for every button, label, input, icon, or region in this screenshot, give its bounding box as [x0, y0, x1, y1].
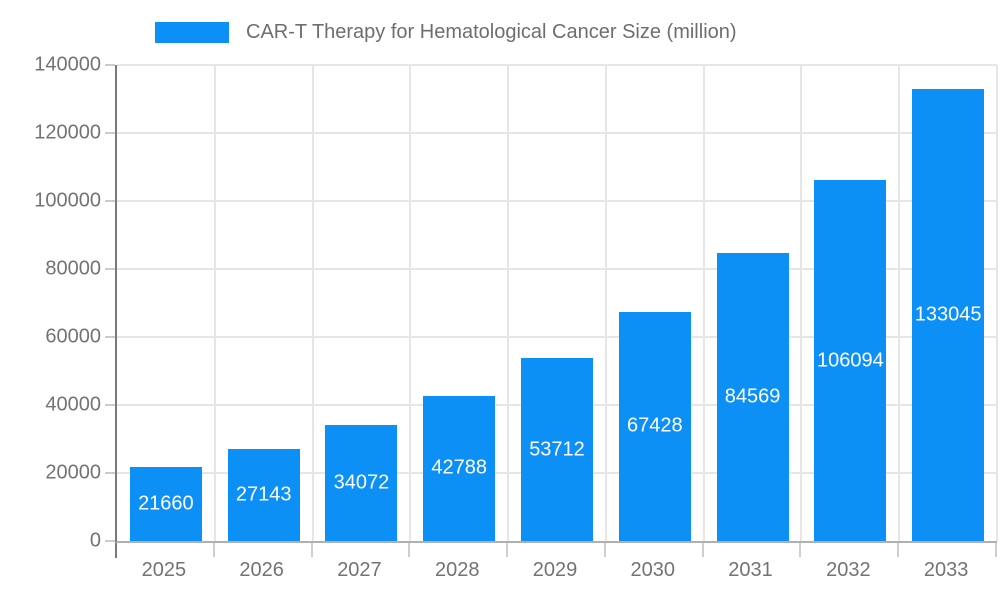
- x-tick: [408, 543, 411, 557]
- y-tick: [105, 404, 115, 406]
- gridline-horizontal: [117, 336, 997, 338]
- y-tick-label: 100000: [34, 189, 101, 212]
- gridline-vertical: [996, 65, 998, 541]
- gridline-horizontal: [117, 64, 997, 66]
- x-tick-label: 2025: [141, 559, 187, 581]
- x-tick: [701, 543, 704, 557]
- legend-label: CAR-T Therapy for Hematological Cancer S…: [246, 21, 737, 43]
- x-tick-label: 2028: [434, 559, 480, 581]
- chart-bar[interactable]: 21660: [129, 467, 202, 541]
- y-tick-label: 80000: [45, 257, 101, 280]
- y-tick: [105, 268, 115, 270]
- chart-legend: CAR-T Therapy for Hematological Cancer S…: [155, 20, 737, 45]
- bar-value-label: 67428: [626, 414, 683, 437]
- y-axis: 0 20000 40000 60000 80000 100000 120000 140000: [0, 54, 115, 552]
- bar-value-label: 34072: [333, 471, 390, 494]
- bar-value-label: 53712: [529, 438, 585, 461]
- chart-bar[interactable]: 133045: [912, 88, 985, 541]
- chart-bar[interactable]: 42788: [423, 395, 496, 541]
- x-tick-label: 2032: [826, 559, 871, 581]
- bar-value-label: 106094: [816, 349, 884, 372]
- y-tick-label: 140000: [34, 53, 101, 76]
- x-tick: [603, 543, 606, 557]
- y-tick-label: 120000: [34, 121, 101, 144]
- y-tick: [105, 132, 115, 134]
- chart-bar[interactable]: 84569: [716, 253, 789, 541]
- bar-value-label: 84569: [724, 385, 781, 408]
- plot-area: 21660 27143 34072 42788 53712 67428 84569 10609…: [115, 64, 998, 543]
- gridline-vertical: [604, 65, 607, 541]
- y-tick: [105, 336, 115, 338]
- y-tick: [105, 200, 115, 202]
- x-tick: [212, 543, 215, 557]
- gridline-horizontal: [117, 268, 997, 270]
- y-tick-label: 60000: [45, 325, 101, 348]
- y-tick-label: 20000: [45, 461, 101, 484]
- x-tick: [799, 543, 802, 557]
- bar-value-label: 42788: [431, 456, 488, 479]
- gridline-vertical: [507, 65, 510, 541]
- gridline-vertical: [800, 65, 803, 541]
- x-tick: [115, 543, 117, 558]
- x-tick-label: 2027: [337, 559, 382, 581]
- x-tick: [506, 543, 509, 557]
- x-tick-label: 2029: [532, 559, 578, 581]
- y-tick: [105, 472, 115, 474]
- gridline-horizontal: [117, 132, 997, 134]
- x-tick: [310, 543, 313, 557]
- x-tick-label: 2033: [923, 559, 969, 581]
- gridline-vertical: [311, 65, 314, 541]
- gridline-horizontal: [117, 200, 997, 202]
- chart-bar[interactable]: 53712: [521, 358, 593, 541]
- legend-swatch-icon: [155, 22, 229, 43]
- x-tick: [995, 543, 997, 557]
- bar-value-label: 133045: [914, 303, 982, 326]
- chart-bar[interactable]: 67428: [618, 311, 691, 541]
- x-tick: [897, 543, 900, 557]
- y-tick: [105, 540, 115, 542]
- x-tick-label: 2030: [630, 559, 676, 581]
- bar-value-label: 27143: [235, 483, 292, 506]
- y-tick: [105, 64, 115, 66]
- gridline-vertical: [898, 65, 901, 541]
- x-tick-label: 2031: [728, 559, 773, 581]
- x-tick-label: 2026: [239, 559, 284, 581]
- chart-bar[interactable]: 34072: [325, 425, 398, 541]
- gridline-vertical: [702, 65, 705, 541]
- gridline-vertical: [409, 65, 412, 541]
- y-tick-label: 40000: [45, 393, 101, 416]
- chart-bar[interactable]: 106094: [814, 180, 887, 541]
- y-tick-label: 0: [89, 529, 101, 552]
- x-axis: 2025 2026 2027 2028 2029 2030 2031 2032 2033: [115, 543, 997, 600]
- chart-bar[interactable]: 27143: [227, 448, 300, 541]
- bar-value-label: 21660: [138, 492, 194, 515]
- gridline-vertical: [213, 65, 216, 541]
